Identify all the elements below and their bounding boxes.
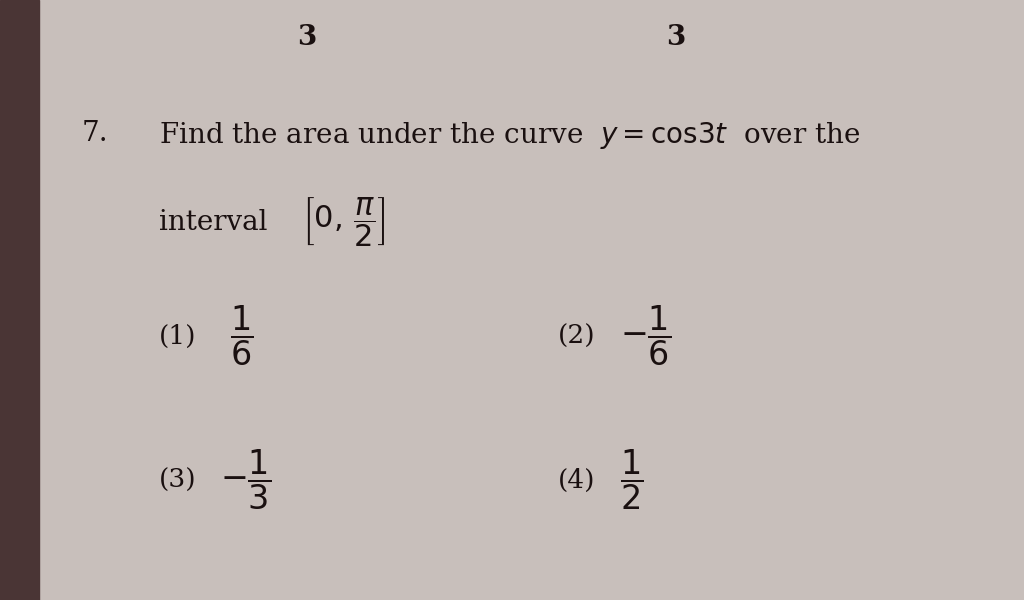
- Text: $-\dfrac{1}{6}$: $-\dfrac{1}{6}$: [620, 304, 671, 368]
- Text: 7.: 7.: [82, 120, 109, 147]
- Text: interval: interval: [159, 208, 267, 235]
- Text: (4): (4): [558, 467, 596, 493]
- Text: 3: 3: [667, 24, 685, 51]
- Bar: [0, 0, 39, 600]
- Text: $\left[0,\,\dfrac{\pi}{2}\right]$: $\left[0,\,\dfrac{\pi}{2}\right]$: [302, 195, 386, 249]
- Text: (2): (2): [558, 323, 596, 349]
- Text: Find the area under the curve  $y = \mathrm{cos}3t$  over the: Find the area under the curve $y = \math…: [159, 120, 860, 151]
- Text: $-\dfrac{1}{3}$: $-\dfrac{1}{3}$: [220, 448, 271, 512]
- Text: $\dfrac{1}{6}$: $\dfrac{1}{6}$: [230, 304, 254, 368]
- Text: (1): (1): [159, 323, 197, 349]
- Text: $\dfrac{1}{2}$: $\dfrac{1}{2}$: [620, 448, 643, 512]
- Text: (3): (3): [159, 467, 197, 493]
- Text: 3: 3: [298, 24, 316, 51]
